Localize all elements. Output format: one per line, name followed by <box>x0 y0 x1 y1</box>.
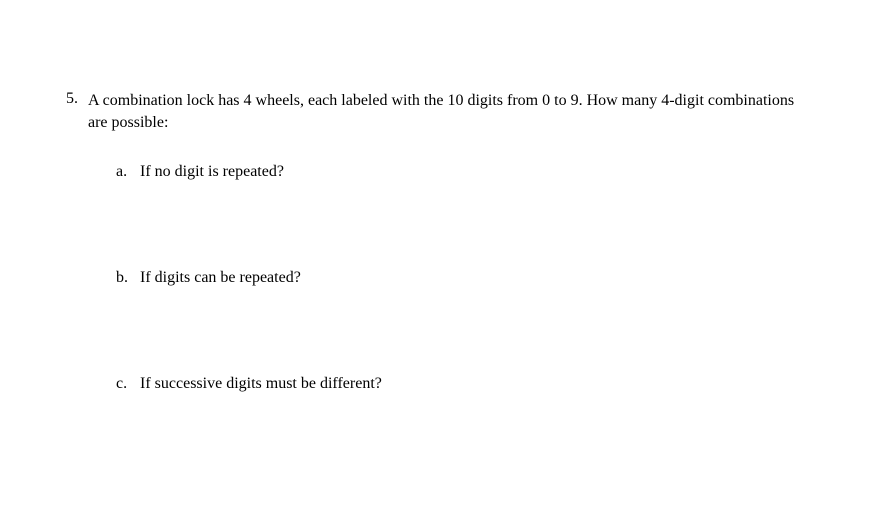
subpart-text: If successive digits must be different? <box>140 375 816 393</box>
subparts-list: a. If no digit is repeated? b. If digits… <box>88 163 816 393</box>
question-container: 5. A combination lock has 4 wheels, each… <box>60 90 816 393</box>
subpart-letter: c. <box>116 375 140 393</box>
subpart-letter: b. <box>116 269 140 287</box>
question-body: A combination lock has 4 wheels, each la… <box>88 90 816 393</box>
subpart-a: a. If no digit is repeated? <box>116 163 816 181</box>
question-text: A combination lock has 4 wheels, each la… <box>88 90 816 135</box>
subpart-letter: a. <box>116 163 140 181</box>
subpart-c: c. If successive digits must be differen… <box>116 375 816 393</box>
subpart-text: If digits can be repeated? <box>140 269 816 287</box>
question-number: 5. <box>60 90 88 108</box>
subpart-text: If no digit is repeated? <box>140 163 816 181</box>
subpart-b: b. If digits can be repeated? <box>116 269 816 287</box>
